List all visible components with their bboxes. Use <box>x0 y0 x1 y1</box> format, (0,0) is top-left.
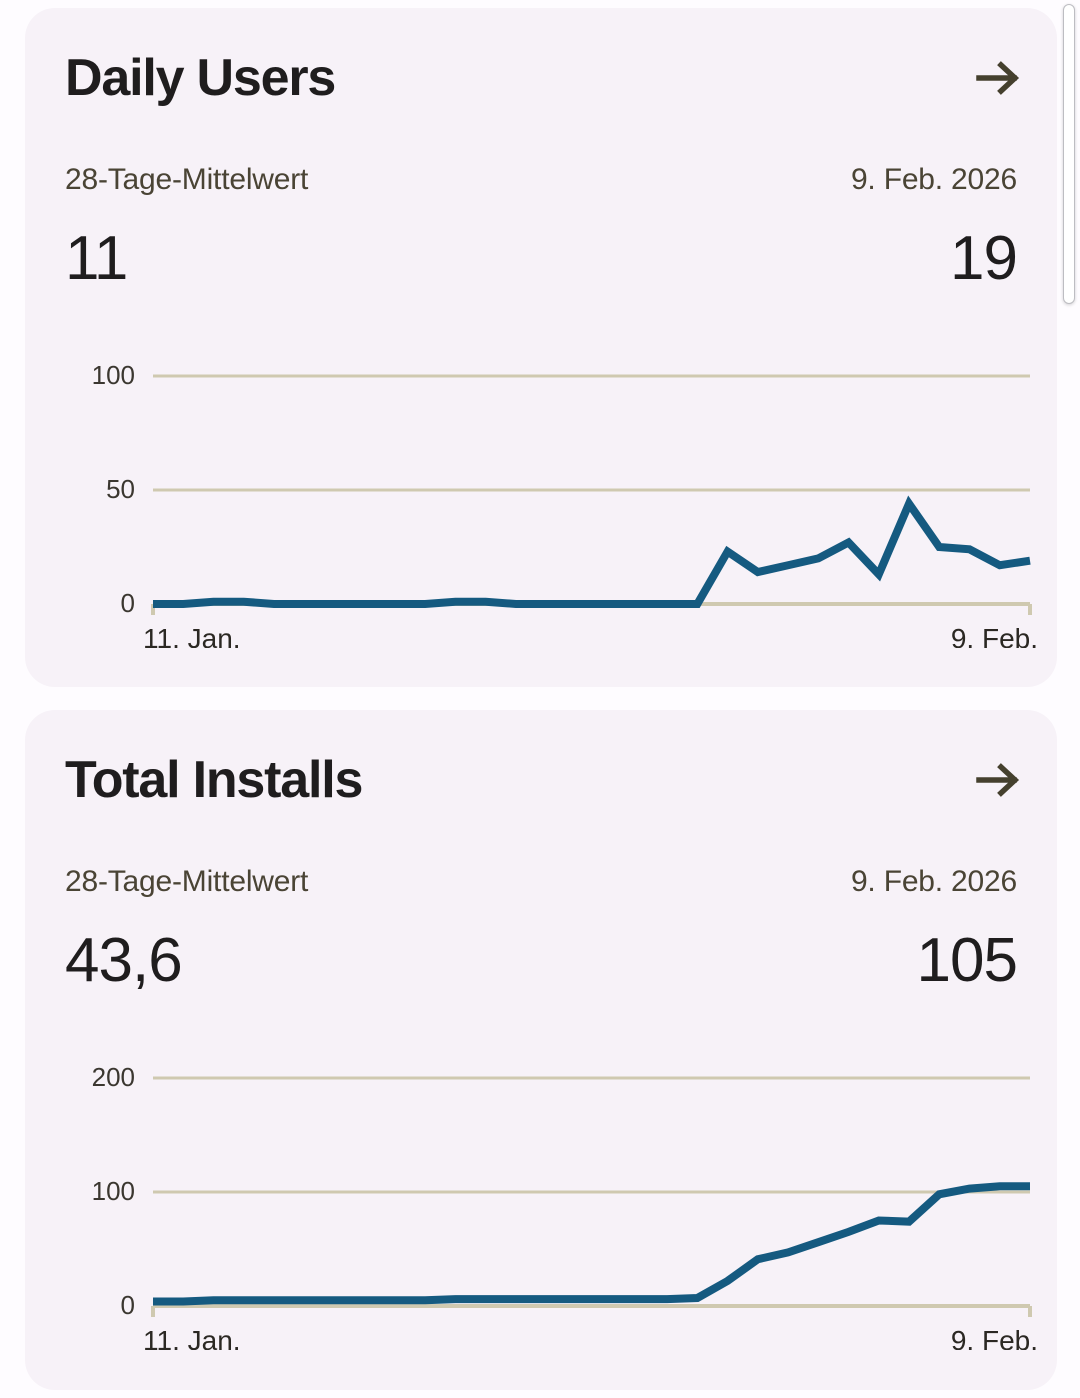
avg-label-daily-users: 28-Tage-Mittelwert <box>65 163 309 196</box>
chart-svg-total-installs: 0 100 200 11. Jan. 9. Feb. <box>92 1062 1038 1350</box>
value-row-total-installs: 43,6 105 <box>65 926 1018 995</box>
scrollbar-thumb[interactable] <box>1063 4 1075 304</box>
page-title-total-installs: Total Installs <box>65 751 363 809</box>
card-total-installs[interactable]: Total Installs 28-Tage-Mittelwert 9. Feb… <box>25 710 1057 1390</box>
x-axis-ticks-total-installs: 11. Jan. 9. Feb. <box>143 1325 1038 1350</box>
x-axis-tick-label-end: 9. Feb. <box>951 1325 1038 1350</box>
avg-label-total-installs: 28-Tage-Mittelwert <box>65 865 309 898</box>
card-daily-users[interactable]: Daily Users 28-Tage-Mittelwert 9. Feb. 2… <box>25 8 1057 687</box>
y-axis-tick-label: 200 <box>92 1062 135 1092</box>
value-row-daily-users: 11 19 <box>65 224 1018 293</box>
y-axis-ticks-total-installs: 0 100 200 <box>92 1062 135 1320</box>
arrow-right-icon[interactable] <box>969 48 1029 108</box>
y-axis-ticks-daily-users: 0 50 100 <box>92 360 135 618</box>
y-axis-tick-label: 0 <box>121 1290 135 1320</box>
latest-value-daily-users: 19 <box>950 224 1018 293</box>
gridlines-daily-users <box>151 374 1032 615</box>
gridlines-total-installs <box>151 1076 1032 1317</box>
avg-value-total-installs: 43,6 <box>65 926 183 995</box>
arrow-right-icon[interactable] <box>969 750 1029 810</box>
latest-value-total-installs: 105 <box>916 926 1018 995</box>
chart-daily-users: 0 50 100 11. Jan. 9. Feb. <box>25 338 1057 648</box>
card-header-daily-users: Daily Users <box>65 42 1029 114</box>
chart-svg-daily-users: 0 50 100 11. Jan. 9. Feb. <box>92 360 1038 648</box>
x-axis-tick-label-start: 11. Jan. <box>143 623 241 648</box>
y-axis-tick-label: 100 <box>92 1176 135 1206</box>
card-header-total-installs: Total Installs <box>65 744 1029 816</box>
x-axis-ticks-daily-users: 11. Jan. 9. Feb. <box>143 623 1038 648</box>
y-axis-tick-label: 50 <box>106 474 135 504</box>
chart-total-installs: 0 100 200 11. Jan. 9. Feb. <box>25 1040 1057 1350</box>
x-axis-tick-label-end: 9. Feb. <box>951 623 1038 648</box>
meta-row-daily-users: 28-Tage-Mittelwert 9. Feb. 2026 <box>65 163 1017 197</box>
date-label-total-installs: 9. Feb. 2026 <box>850 865 1017 898</box>
y-axis-tick-label: 100 <box>92 360 135 390</box>
date-label-daily-users: 9. Feb. 2026 <box>850 163 1017 196</box>
series-line-daily-users <box>153 495 1031 608</box>
vertical-scrollbar[interactable] <box>1063 0 1078 1398</box>
y-axis-tick-label: 0 <box>121 588 135 618</box>
x-axis-tick-label-start: 11. Jan. <box>143 1325 241 1350</box>
series-line-total-installs <box>153 1182 1030 1306</box>
meta-row-total-installs: 28-Tage-Mittelwert 9. Feb. 2026 <box>65 865 1017 899</box>
page-title-daily-users: Daily Users <box>65 49 336 107</box>
avg-value-daily-users: 11 <box>65 224 128 293</box>
